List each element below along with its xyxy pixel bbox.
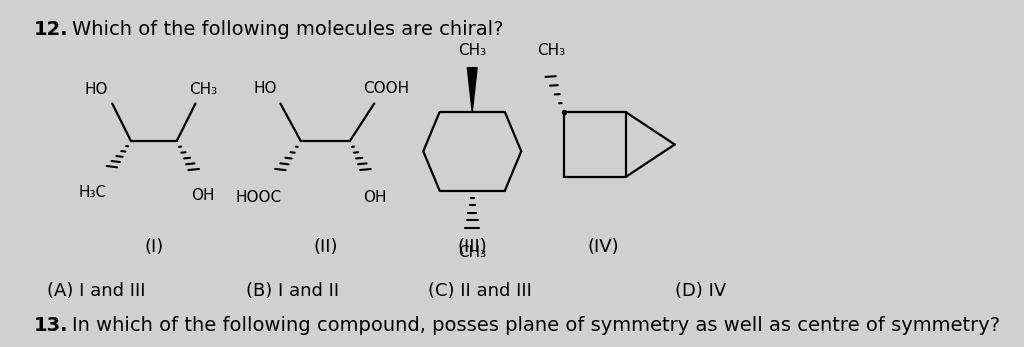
Text: Which of the following molecules are chiral?: Which of the following molecules are chi… <box>72 20 504 39</box>
Text: (A) I and III: (A) I and III <box>47 282 146 300</box>
Text: (C) II and III: (C) II and III <box>428 282 532 300</box>
Text: CH₃: CH₃ <box>458 43 486 58</box>
Text: CH₃: CH₃ <box>458 245 486 260</box>
Text: CH₃: CH₃ <box>538 43 565 58</box>
Text: (IV): (IV) <box>587 238 618 256</box>
Text: In which of the following compound, posses plane of symmetry as well as centre o: In which of the following compound, poss… <box>72 316 1000 335</box>
Text: HO: HO <box>84 82 108 98</box>
Text: (III): (III) <box>458 238 487 256</box>
Text: 13.: 13. <box>34 316 69 335</box>
Text: OH: OH <box>364 190 387 205</box>
Text: (I): (I) <box>144 238 164 256</box>
Text: (D) IV: (D) IV <box>675 282 726 300</box>
Text: OH: OH <box>191 188 215 203</box>
Text: H₃C: H₃C <box>79 185 106 200</box>
Text: (II): (II) <box>313 238 338 256</box>
Polygon shape <box>467 68 477 112</box>
Text: 12.: 12. <box>34 20 69 39</box>
Text: HOOC: HOOC <box>236 190 282 205</box>
Text: CH₃: CH₃ <box>189 82 218 98</box>
Text: HO: HO <box>254 81 278 96</box>
Text: (B) I and II: (B) I and II <box>246 282 339 300</box>
Text: COOH: COOH <box>364 81 410 96</box>
